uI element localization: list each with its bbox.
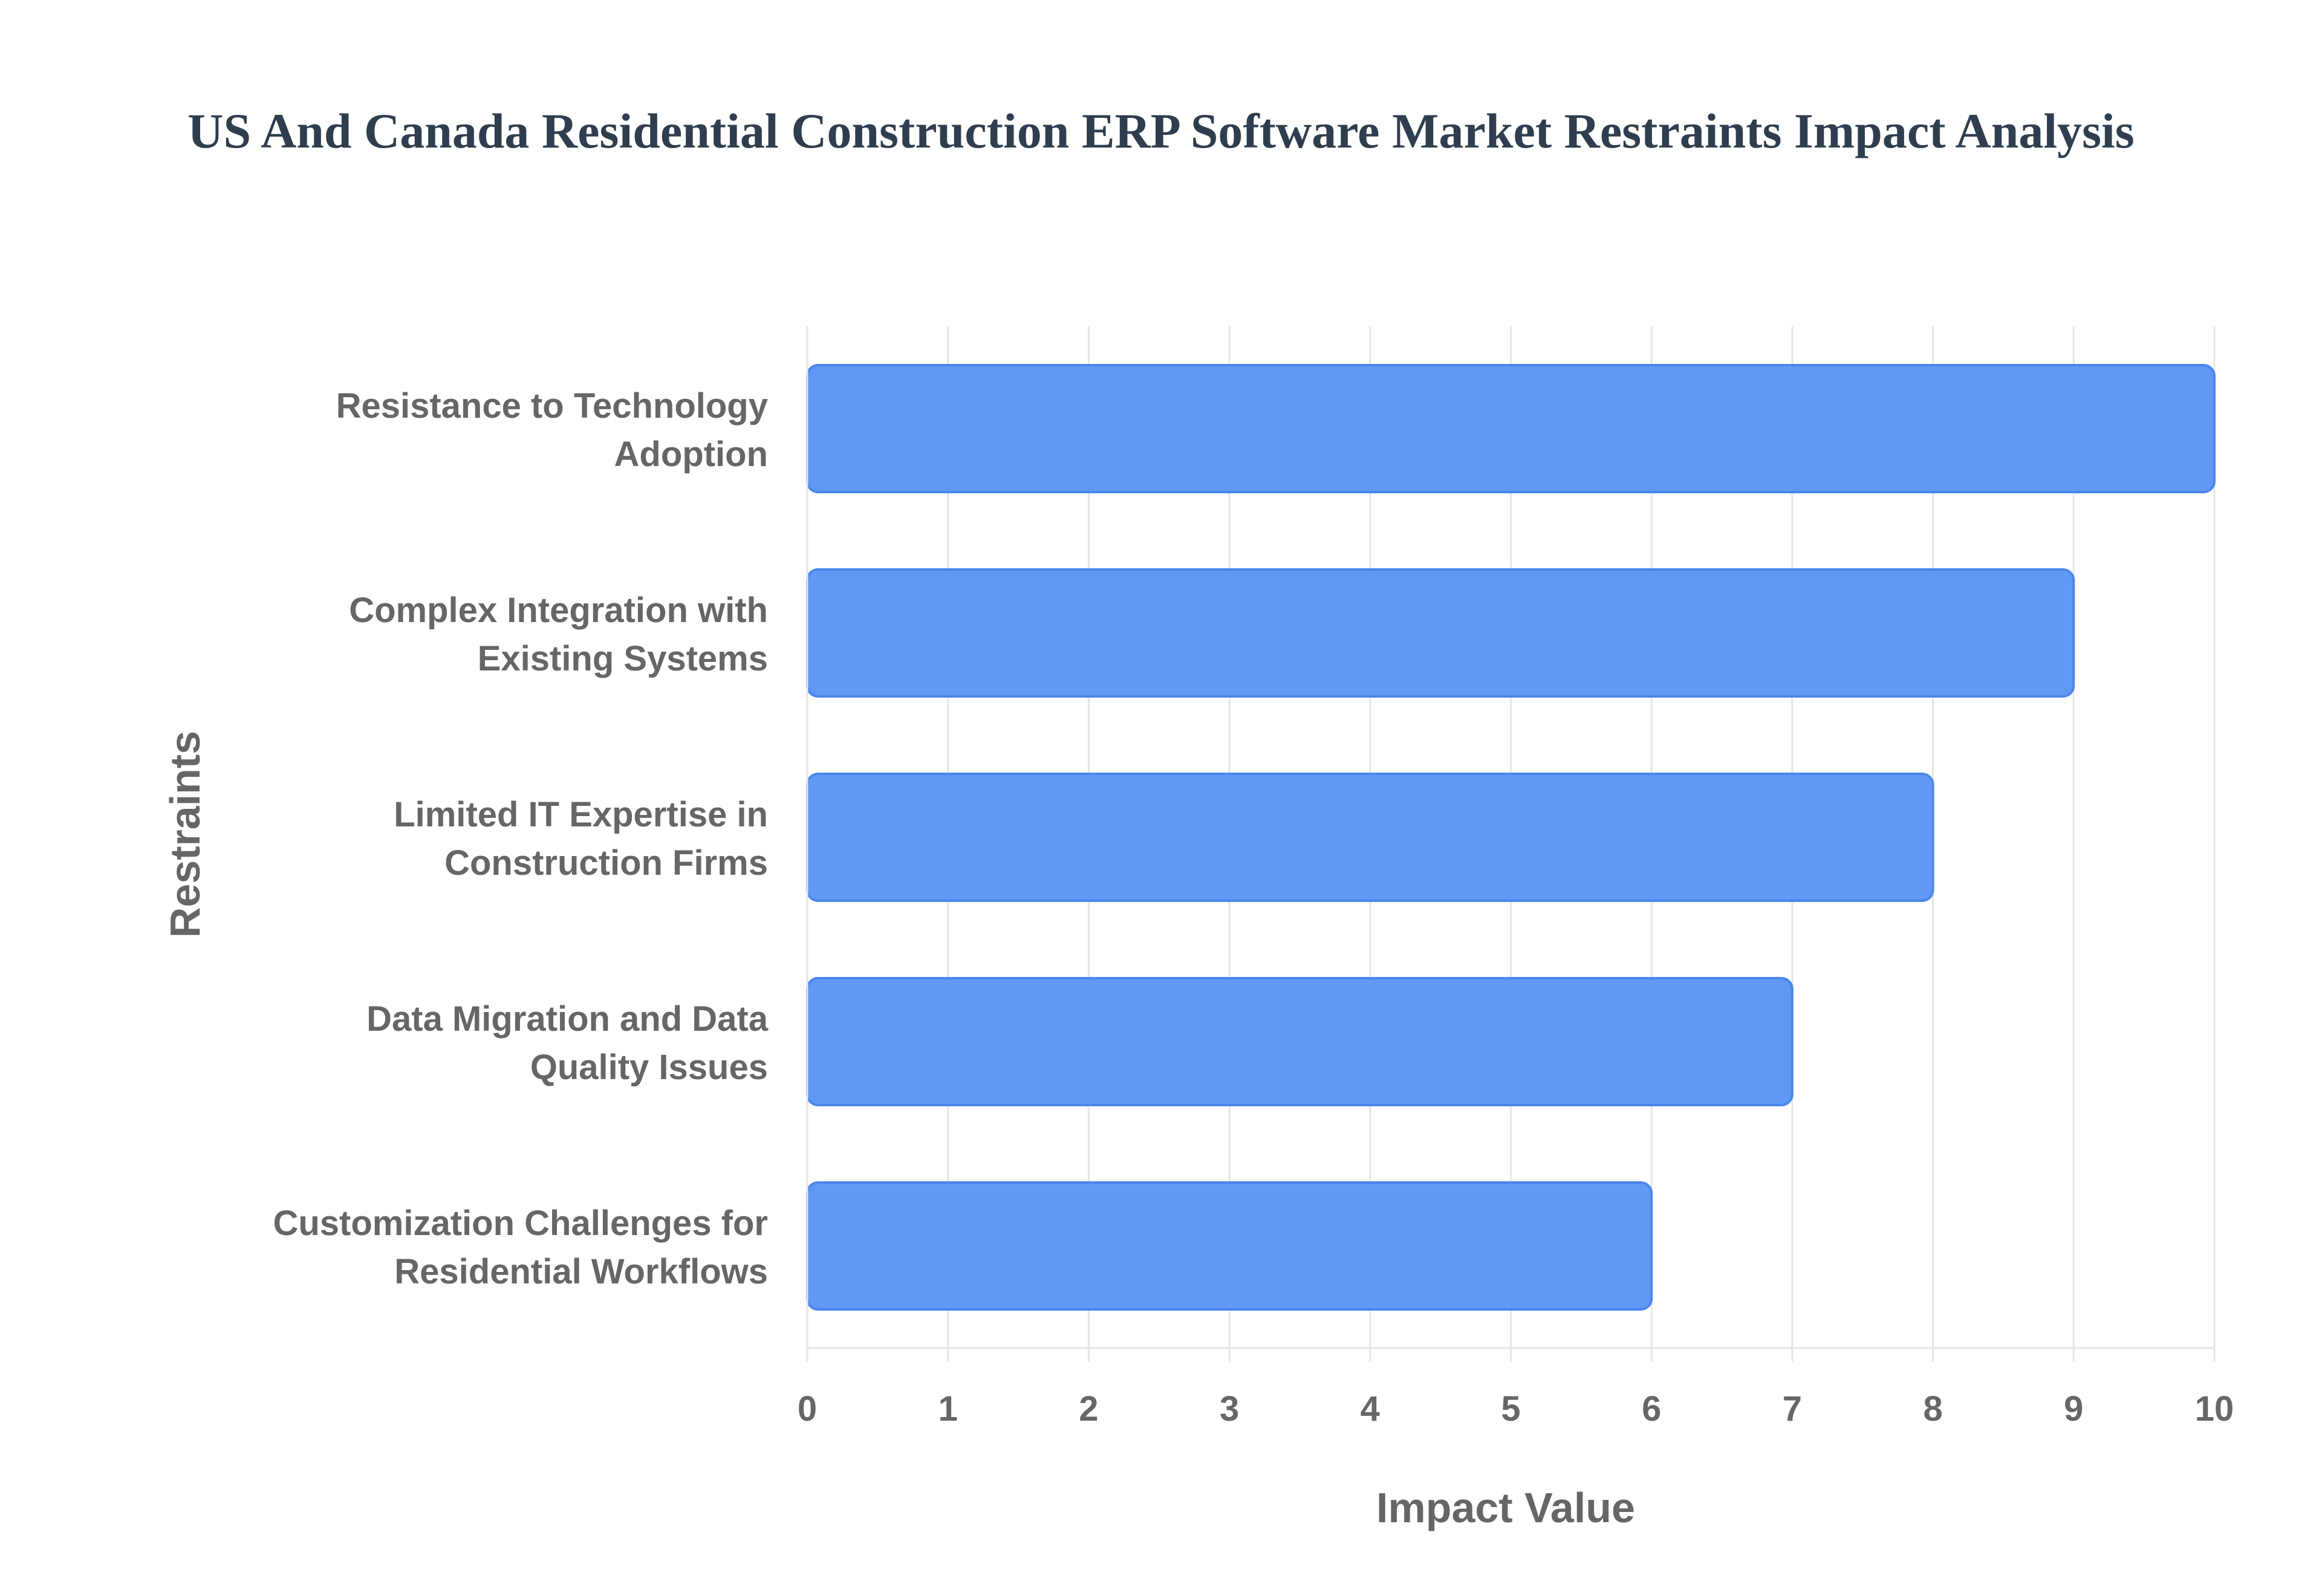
bar-1 [806,364,2216,493]
x-tick-label-1: 1 [938,1389,958,1429]
category-label-line: Existing Systems [478,639,768,678]
bar-4 [806,977,1794,1106]
category-label-2: Complex Integration with Existing Systems [349,591,768,678]
bar-3 [806,773,1934,902]
x-tick-label-6: 6 [1642,1389,1661,1429]
x-tick-label-9: 9 [2064,1389,2083,1429]
category-label-line: Data Migration and Data [366,999,769,1039]
x-tick-label-4: 4 [1361,1389,1380,1429]
x-tick-label-10: 10 [2195,1389,2234,1429]
category-label-line: Adoption [614,435,768,474]
category-label-line: Quality Issues [530,1048,768,1087]
x-tick-label-7: 7 [1783,1389,1802,1429]
x-tick-label-2: 2 [1079,1389,1098,1429]
x-tick-label-8: 8 [1923,1389,1942,1429]
category-label-line: Limited IT Expertise in [394,795,768,834]
category-label-line: Customization Challenges for [273,1204,768,1243]
category-label-line: Construction Firms [444,843,768,883]
bars [806,364,2216,1311]
category-label-4: Data Migration and Data Quality Issues [366,999,769,1087]
x-axis-title: Impact Value [1376,1484,1635,1531]
labels: 0 1 2 3 4 5 6 7 8 9 10 Resistance to Technology Adop… [273,386,2234,1429]
category-label-line: Residential Workflows [394,1252,768,1291]
y-axis-title: Restraints [161,731,209,938]
bar-2 [806,568,2075,698]
category-label-line: Complex Integration with [349,591,768,630]
x-tick-label-5: 5 [1501,1389,1520,1429]
x-tick-label-0: 0 [798,1389,817,1429]
category-label-line: Resistance to Technology [336,386,768,426]
x-tick-label-3: 3 [1220,1389,1239,1429]
axes [806,326,2216,1361]
bar-5 [806,1181,1653,1311]
category-label-5: Customization Challenges for Residential … [273,1204,768,1291]
category-label-1: Resistance to Technology Adoption [336,386,768,474]
chart-title: US And Canada Residential Construction E… [187,103,2135,158]
category-label-3: Limited IT Expertise in Construction Firm… [394,795,768,883]
